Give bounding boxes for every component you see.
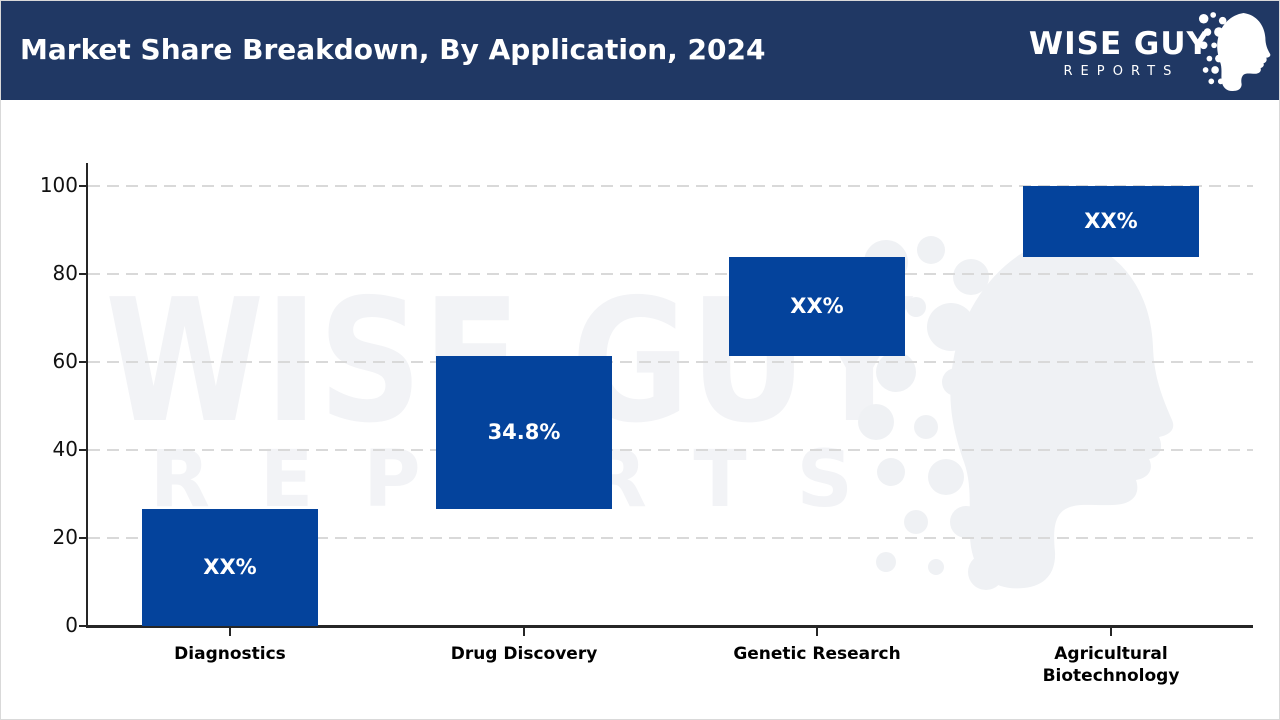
bar-segment-diagnostics: XX% (142, 508, 318, 626)
y-axis-tick (79, 537, 88, 539)
wise-guy-face-logo-icon (1198, 12, 1271, 91)
y-axis-tick (79, 625, 88, 627)
bar-value-label: XX% (790, 294, 844, 319)
chart-title: Market Share Breakdown, By Application, … (20, 33, 766, 66)
x-axis-category-label-line: Agricultural (1054, 644, 1168, 664)
x-axis-tick (1110, 628, 1112, 636)
y-axis-tick (79, 185, 88, 187)
y-axis-tick (79, 273, 88, 275)
y-axis-tick-label: 60 (52, 349, 78, 373)
x-axis-category-label-line: Biotechnology (1042, 666, 1180, 686)
bar-segment-agricultural-biotechnology: XX% (1023, 186, 1199, 257)
y-gridline (88, 537, 1253, 539)
x-axis-category-label: Drug Discovery (414, 643, 634, 665)
x-axis-category-label: Agricultural Biotechnology (1001, 643, 1221, 687)
x-axis-category-label-line: Genetic Research (733, 644, 901, 664)
y-gridline (88, 273, 1253, 275)
bar-segment-genetic-research: XX% (729, 256, 905, 356)
y-axis-tick (79, 449, 88, 451)
brand-logo-text: WISE GUY REPORTS (1029, 26, 1210, 79)
y-axis-tick-label: 20 (52, 525, 78, 549)
bar-value-label: XX% (203, 555, 257, 580)
brand-subtitle: REPORTS (1063, 64, 1180, 79)
y-gridline (88, 449, 1253, 451)
brand-logo: WISE GUY REPORTS (1022, 6, 1272, 94)
y-gridline (88, 185, 1253, 187)
wise-guy-face-watermark-icon (858, 236, 1174, 590)
y-axis-tick-label: 40 (52, 437, 78, 461)
bar-value-label: XX% (1084, 209, 1138, 234)
brand-name: WISE GUY (1028, 26, 1210, 62)
y-axis-line (86, 163, 88, 628)
x-axis-tick (523, 628, 525, 636)
x-axis-category-label-line: Diagnostics (174, 644, 286, 664)
x-axis-tick (229, 628, 231, 636)
y-axis-tick (79, 361, 88, 363)
x-axis-category-label: Genetic Research (707, 643, 927, 665)
x-axis-line (86, 625, 1253, 628)
y-axis-tick-label: 0 (65, 613, 78, 637)
header-bar: Market Share Breakdown, By Application, … (0, 0, 1280, 100)
x-axis-category-label: Diagnostics (120, 643, 340, 665)
bar-value-label: 34.8% (487, 420, 561, 445)
x-axis-tick (816, 628, 818, 636)
y-gridline (88, 361, 1253, 363)
y-axis-tick-label: 80 (52, 261, 78, 285)
x-axis-category-label-line: Drug Discovery (450, 644, 598, 664)
bar-segment-drug-discovery: 34.8% (436, 355, 612, 509)
y-axis-tick-label: 100 (39, 173, 78, 197)
